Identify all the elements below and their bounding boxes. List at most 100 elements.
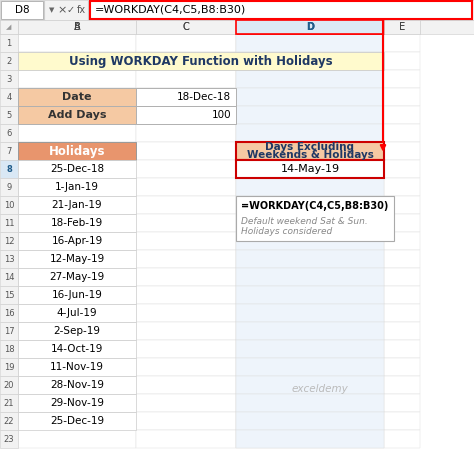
Bar bbox=[136, 358, 236, 376]
Bar bbox=[384, 142, 420, 160]
Bar bbox=[18, 232, 136, 250]
Text: Holidays: Holidays bbox=[49, 144, 105, 157]
Bar bbox=[236, 340, 384, 358]
Text: B: B bbox=[73, 22, 81, 32]
Text: 16: 16 bbox=[4, 308, 14, 318]
Bar bbox=[384, 394, 420, 412]
Bar bbox=[0, 52, 18, 70]
Text: 5: 5 bbox=[6, 110, 12, 119]
Bar bbox=[18, 430, 136, 448]
Bar bbox=[0, 70, 18, 88]
Bar bbox=[236, 376, 384, 394]
Bar bbox=[0, 20, 18, 34]
Bar bbox=[384, 20, 420, 34]
Bar bbox=[236, 52, 384, 70]
Text: 18-Dec-18: 18-Dec-18 bbox=[177, 92, 231, 102]
Bar bbox=[136, 88, 236, 106]
Text: 25-Dec-18: 25-Dec-18 bbox=[50, 164, 104, 174]
Bar bbox=[18, 124, 136, 142]
Text: 11-Nov-19: 11-Nov-19 bbox=[50, 362, 104, 372]
Bar bbox=[236, 322, 384, 340]
Bar bbox=[384, 322, 420, 340]
Bar bbox=[0, 20, 18, 34]
Bar bbox=[18, 160, 136, 178]
Bar bbox=[236, 394, 384, 412]
Bar bbox=[18, 376, 136, 394]
Text: ×: × bbox=[57, 5, 67, 15]
Bar bbox=[18, 232, 136, 250]
Bar bbox=[90, 1, 472, 19]
Bar bbox=[384, 124, 420, 142]
Bar bbox=[236, 142, 384, 160]
Bar bbox=[18, 250, 136, 268]
Text: 23: 23 bbox=[4, 434, 14, 444]
Bar bbox=[18, 250, 136, 268]
Bar bbox=[136, 304, 236, 322]
Text: =WORKDAY(C4,C5,B8:B30): =WORKDAY(C4,C5,B8:B30) bbox=[95, 5, 246, 15]
Bar bbox=[236, 178, 384, 196]
Bar bbox=[384, 196, 420, 214]
Text: C: C bbox=[182, 22, 190, 32]
Bar bbox=[0, 394, 18, 412]
Bar bbox=[136, 106, 236, 124]
Bar bbox=[236, 142, 384, 160]
Bar bbox=[18, 358, 136, 376]
Text: D8: D8 bbox=[15, 5, 29, 15]
Text: 13: 13 bbox=[4, 254, 14, 264]
Bar bbox=[236, 34, 384, 52]
Bar bbox=[136, 430, 236, 448]
Bar bbox=[236, 88, 384, 106]
Bar bbox=[236, 160, 384, 178]
Bar bbox=[236, 196, 394, 241]
Bar bbox=[236, 70, 384, 88]
Bar bbox=[236, 250, 384, 268]
Bar bbox=[136, 52, 236, 70]
Bar bbox=[136, 394, 236, 412]
Bar bbox=[384, 214, 420, 232]
Bar bbox=[18, 70, 136, 88]
Bar bbox=[0, 412, 18, 430]
Text: 22: 22 bbox=[4, 416, 14, 425]
Bar bbox=[18, 20, 136, 34]
Text: Add Days: Add Days bbox=[48, 110, 106, 120]
Bar bbox=[18, 394, 136, 412]
Bar bbox=[136, 124, 236, 142]
Bar bbox=[236, 304, 384, 322]
Bar bbox=[384, 358, 420, 376]
Bar bbox=[384, 286, 420, 304]
Text: 1: 1 bbox=[6, 39, 12, 47]
Bar bbox=[236, 322, 384, 340]
Text: 16-Apr-19: 16-Apr-19 bbox=[51, 236, 103, 246]
Bar bbox=[18, 88, 136, 106]
Bar bbox=[384, 70, 420, 88]
Bar bbox=[18, 412, 136, 430]
Text: 25-Dec-19: 25-Dec-19 bbox=[50, 416, 104, 426]
Bar bbox=[236, 124, 384, 142]
Text: 28-Nov-19: 28-Nov-19 bbox=[50, 380, 104, 390]
Bar bbox=[136, 160, 236, 178]
Bar bbox=[136, 20, 236, 34]
Bar bbox=[18, 340, 136, 358]
Bar bbox=[0, 214, 18, 232]
Bar bbox=[236, 358, 384, 376]
Bar bbox=[18, 160, 136, 178]
Bar bbox=[236, 304, 384, 322]
Bar bbox=[18, 106, 136, 124]
Text: 21-Jan-19: 21-Jan-19 bbox=[52, 200, 102, 210]
Bar bbox=[18, 376, 136, 394]
Bar bbox=[136, 70, 236, 88]
Bar bbox=[384, 20, 420, 34]
Bar bbox=[0, 322, 18, 340]
Bar bbox=[18, 88, 136, 106]
Bar bbox=[0, 142, 18, 160]
Bar bbox=[0, 430, 18, 448]
Bar bbox=[18, 304, 136, 322]
Bar bbox=[384, 106, 420, 124]
Text: 17: 17 bbox=[4, 327, 14, 336]
Bar bbox=[0, 304, 18, 322]
Bar bbox=[236, 232, 384, 250]
Text: 4-Jul-19: 4-Jul-19 bbox=[57, 308, 97, 318]
Bar bbox=[0, 340, 18, 358]
Bar bbox=[236, 232, 384, 250]
Bar bbox=[236, 88, 384, 106]
